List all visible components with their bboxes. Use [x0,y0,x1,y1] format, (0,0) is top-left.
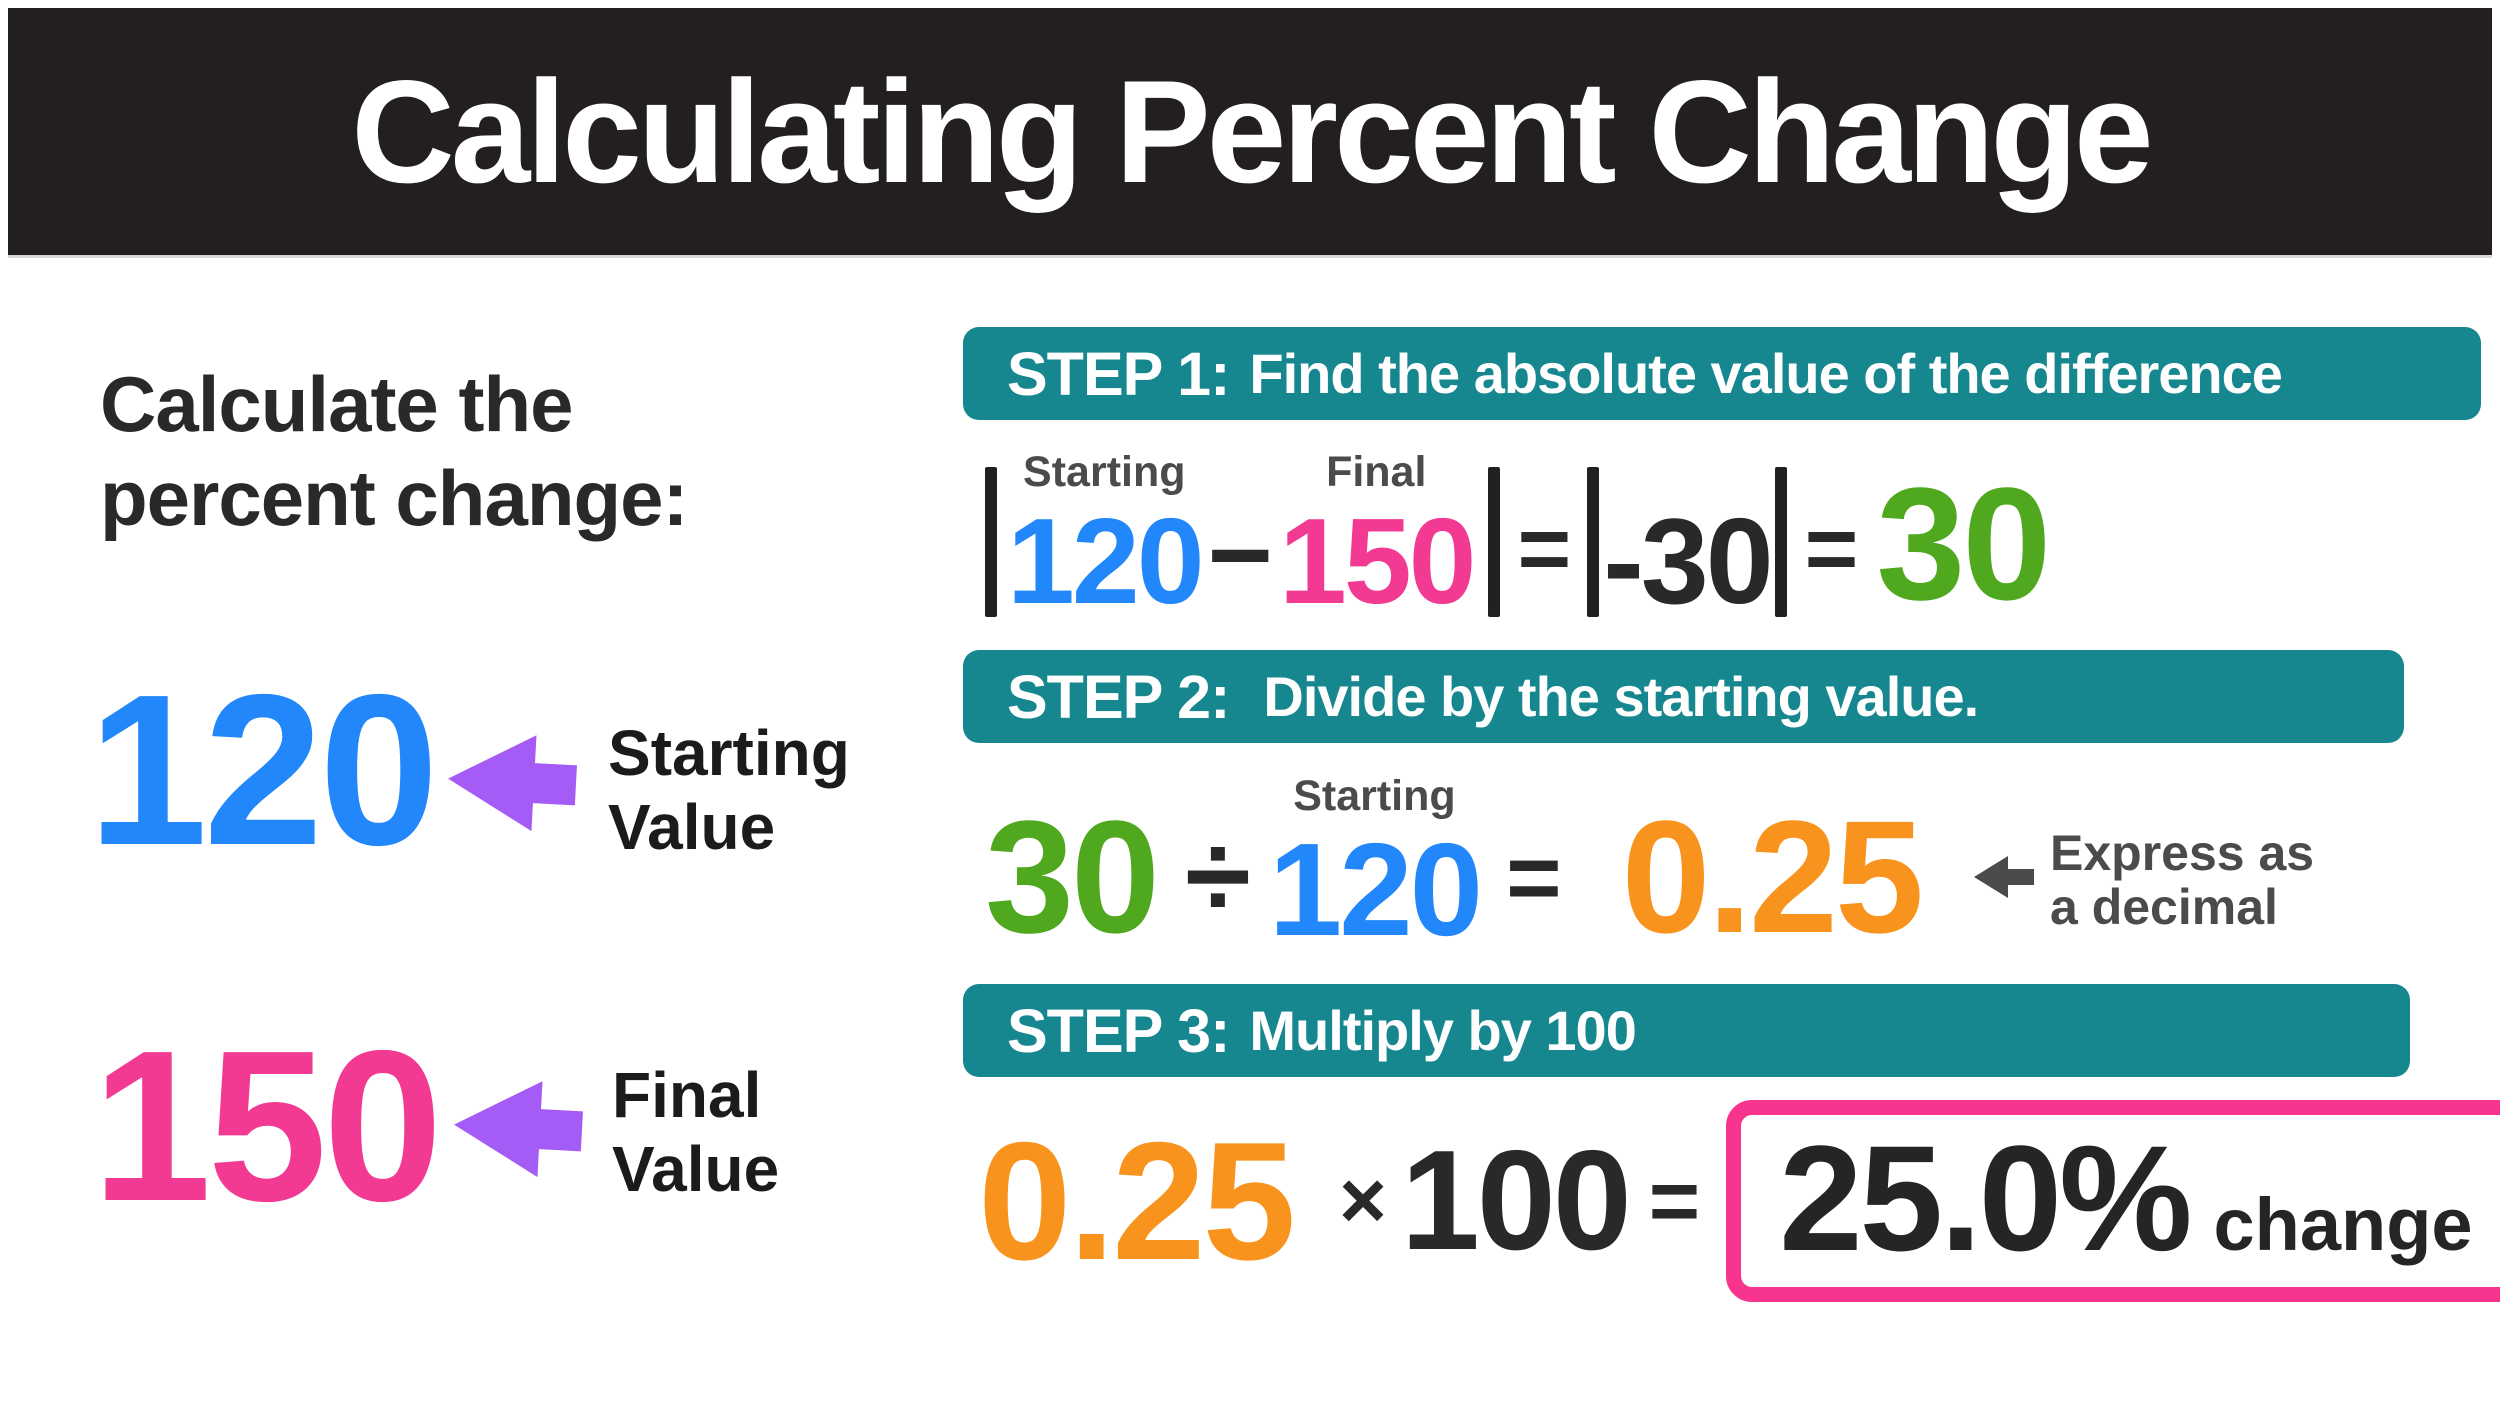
percent-change-value: 25.0% [1779,1114,2192,1282]
step2-formula: 30 ÷ Starting 120 = 0.25 [985,772,1924,967]
absolute-value-bar [985,467,997,618]
decimal-note-text: Express as a decimal [2050,826,2314,934]
step2-label: STEP 2: [1007,662,1230,731]
equals-sign: = [1517,498,1572,601]
final-value-number: 150 [92,1005,443,1246]
problem-statement-line2: percent change: [100,453,688,542]
left-arrow-icon [448,735,577,832]
signed-difference-number: -30 [1603,493,1773,629]
starting-value-label-line1: Starting [608,717,850,789]
times-operator: × [1338,1155,1387,1246]
problem-statement: Calculate the percent change: [100,358,688,545]
starting-term: Starting 120 [1268,772,1483,963]
header-bar: Calculating Percent Change [8,8,2492,258]
final-value-label-line1: Final [612,1059,762,1131]
decimal-note-line1: Express as [2050,825,2315,881]
decimal-note: Express as a decimal [1974,826,2314,934]
percent-change-result-box: 25.0% change [1726,1100,2500,1302]
equals-sign: = [1506,825,1562,932]
final-value-label: Final Value [612,1058,779,1206]
final-value-label-line2: Value [612,1133,780,1206]
step1-formula: Starting 120 − Final 150 = -30 = 30 [985,448,2051,634]
problem-statement-line1: Calculate the [100,360,573,448]
difference-result-number: 30 [1876,454,2051,634]
absolute-value-bar [1487,467,1500,618]
step1-banner: STEP 1: Find the absolute value of the d… [963,327,2481,420]
step3-banner: STEP 3: Multiply by 100 [963,984,2410,1077]
starting-value-number: 120 [88,649,439,890]
divide-operator: ÷ [1184,809,1251,944]
final-term-label: Final [1326,448,1427,496]
step2-banner: STEP 2: Divide by the starting value. [963,650,2404,743]
equals-sign: = [1648,1151,1701,1250]
decimal-result-number: 0.25 [1621,787,1924,967]
difference-number: 30 [985,787,1160,967]
absolute-value-bar [1587,467,1600,618]
left-arrow-icon [1974,856,2034,898]
final-term-number: 150 [1278,493,1477,629]
minus-operator: − [1207,492,1273,618]
starting-term: Starting 120 [1007,448,1205,629]
starting-value-label: Starting Value [608,716,850,864]
equals-sign: = [1804,498,1859,601]
decimal-number: 0.25 [978,1106,1296,1295]
percent-change-suffix: change [2213,1183,2473,1266]
left-arrow-icon [454,1081,583,1178]
step3-label: STEP 3: [1007,996,1230,1065]
step1-label: STEP 1: [1007,339,1230,408]
step2-text: Divide by the starting value. [1263,665,1979,728]
hundred-number: 100 [1400,1120,1632,1280]
final-term: Final 150 [1278,448,1477,629]
starting-term-label: Starting [1293,772,1456,820]
page-title: Calculating Percent Change [350,49,2153,213]
step3-formula: 0.25 × 100 = 25.0% change [978,1100,2500,1302]
absolute-value-bar [1774,467,1787,618]
decimal-note-line2: a decimal [2050,879,2278,935]
starting-term-number: 120 [1268,816,1483,963]
step3-text: Multiply by 100 [1249,999,1636,1062]
starting-term-number: 120 [1007,493,1205,629]
starting-term-label: Starting [1023,448,1186,496]
starting-value-label-line2: Value [608,791,776,864]
step1-text: Find the absolute value of the differenc… [1249,342,2282,405]
